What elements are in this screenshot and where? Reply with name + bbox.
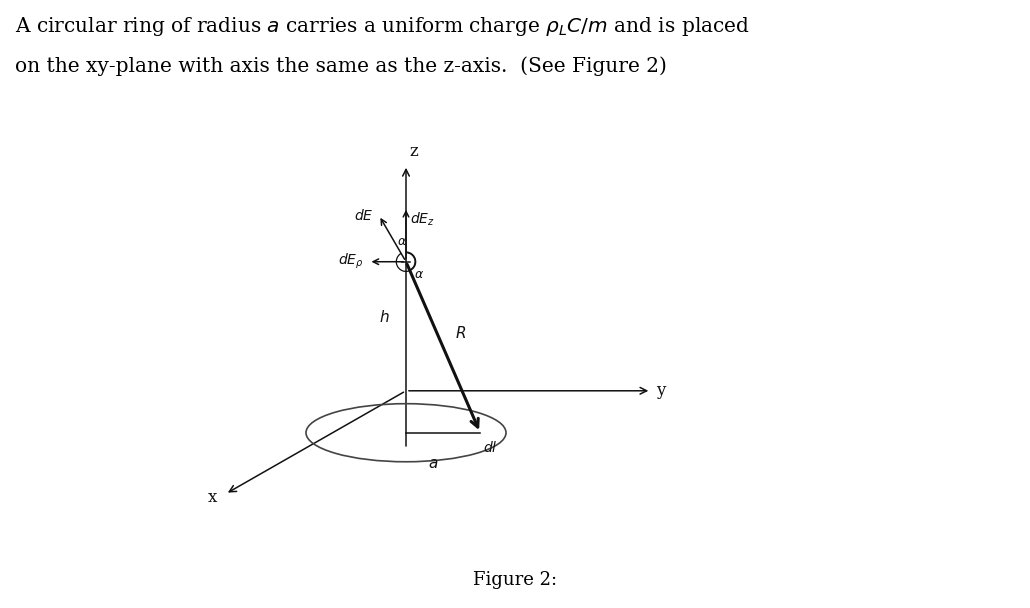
Text: $dE_z$: $dE_z$: [410, 210, 435, 227]
Text: $\alpha$: $\alpha$: [414, 268, 423, 281]
Text: $dE$: $dE$: [354, 208, 374, 223]
Text: $dE_\rho$: $dE_\rho$: [338, 252, 364, 271]
Text: $\alpha$: $\alpha$: [398, 235, 407, 247]
Text: Figure 2:: Figure 2:: [473, 570, 557, 589]
Text: $a$: $a$: [427, 457, 439, 471]
Text: $dl$: $dl$: [483, 440, 497, 455]
Text: A circular ring of radius $a$ carries a uniform charge $\rho_L C/m$ and is place: A circular ring of radius $a$ carries a …: [15, 15, 750, 38]
Text: on the xy-plane with axis the same as the z-axis.  (See Figure 2): on the xy-plane with axis the same as th…: [15, 56, 667, 75]
Text: x: x: [208, 489, 217, 506]
Text: $R$: $R$: [454, 325, 466, 340]
Text: $h$: $h$: [379, 309, 390, 325]
Text: z: z: [410, 143, 418, 160]
Text: y: y: [656, 382, 665, 399]
